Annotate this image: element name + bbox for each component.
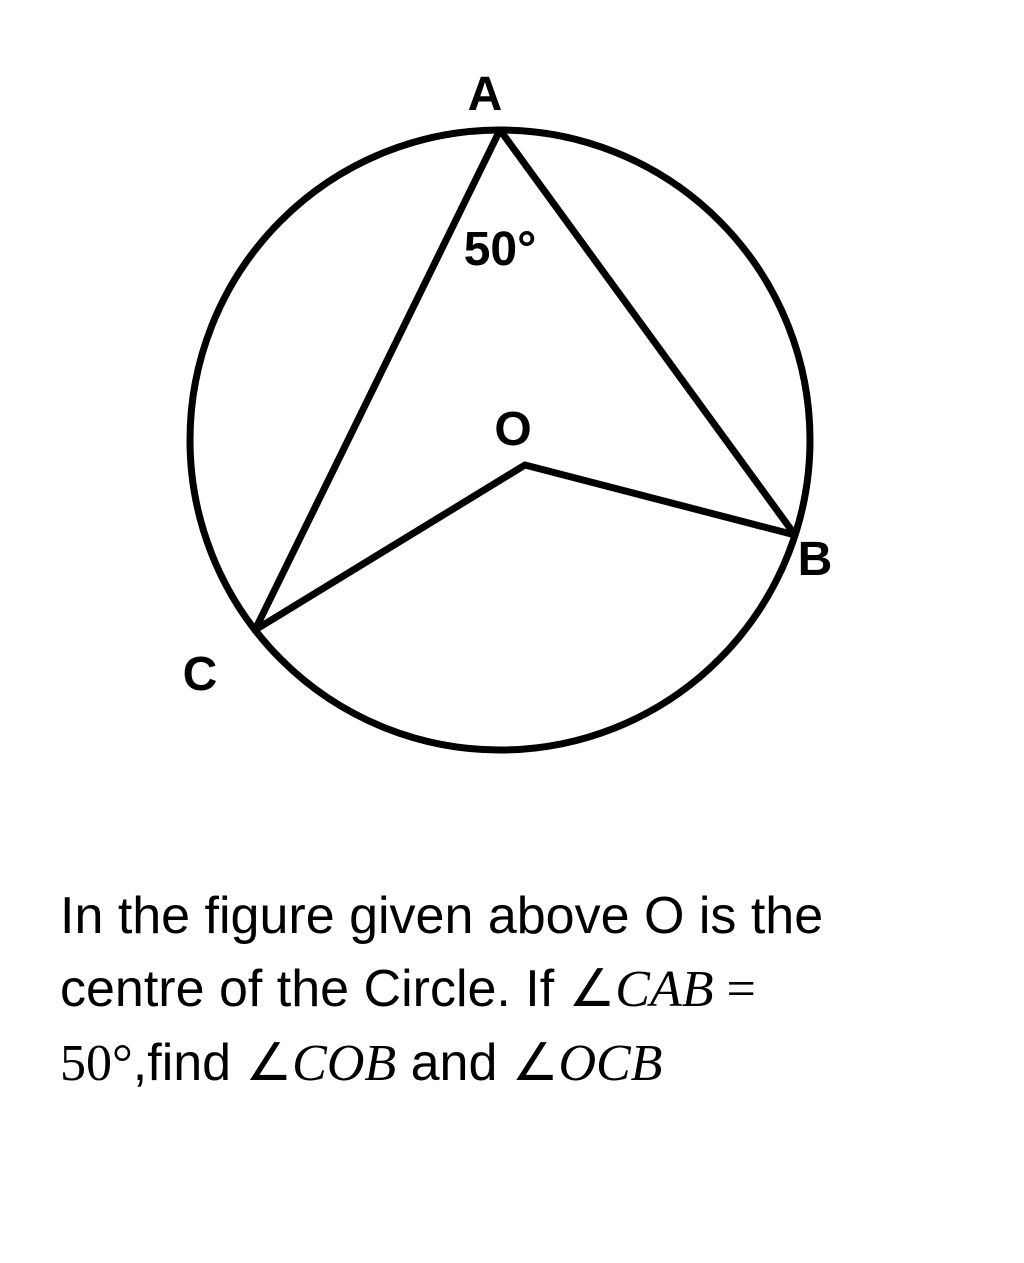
svg-text:C: C [183, 648, 218, 701]
page-root: A B C O 50° In the figure given above O is t… [0, 0, 1024, 1263]
svg-text:A: A [468, 70, 503, 121]
question-line1: In the figure given above O is the [60, 887, 823, 945]
question-text: In the figure given above O is the centr… [60, 880, 964, 1100]
question-line2-prefix: centre of the Circle. If [60, 960, 569, 1018]
angle-symbol-ocb: ∠ [512, 1035, 559, 1092]
angle-cab-letters: CAB [615, 961, 713, 1018]
equals-sign: = [714, 961, 756, 1018]
angle-symbol-cab: ∠ [569, 961, 616, 1018]
and-word: and [396, 1034, 512, 1092]
question-line3-mid: ,find [133, 1034, 246, 1092]
angle-cob-letters: COB [292, 1035, 396, 1092]
geometry-svg: A B C O 50° [130, 70, 870, 810]
geometry-diagram: A B C O 50° [130, 70, 870, 810]
svg-text:B: B [798, 533, 833, 586]
angle-ocb-letters: OCB [558, 1035, 662, 1092]
svg-text:50°: 50° [464, 223, 537, 276]
angle-value-50: 50° [60, 1035, 133, 1092]
svg-text:O: O [494, 403, 531, 456]
angle-symbol-cob: ∠ [246, 1035, 293, 1092]
